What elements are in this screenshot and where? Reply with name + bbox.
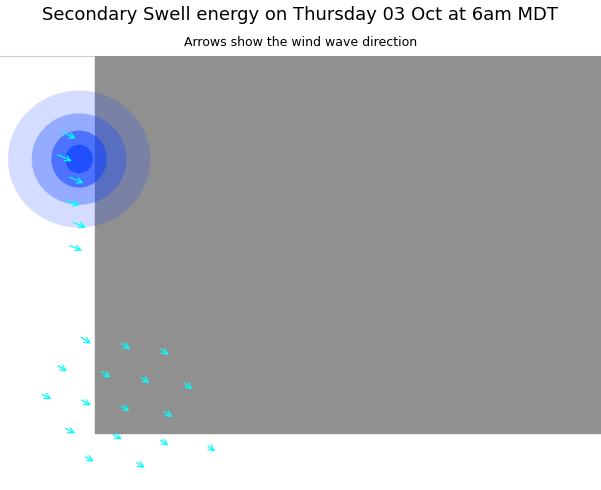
Ellipse shape xyxy=(66,145,93,173)
Bar xyxy=(95,56,601,433)
Ellipse shape xyxy=(52,130,107,188)
Ellipse shape xyxy=(32,113,127,205)
Text: Secondary Swell energy on Thursday 03 Oct at 6am MDT: Secondary Swell energy on Thursday 03 Oc… xyxy=(43,6,558,24)
Ellipse shape xyxy=(8,91,150,227)
Text: Arrows show the wind wave direction: Arrows show the wind wave direction xyxy=(184,36,417,49)
